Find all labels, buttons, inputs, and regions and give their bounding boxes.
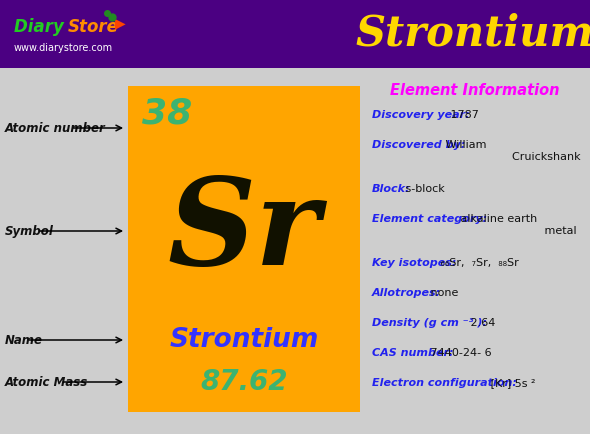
Text: Discovery year:: Discovery year:: [372, 110, 470, 120]
Text: Strontium: Strontium: [355, 12, 590, 54]
Text: 87.62: 87.62: [200, 368, 288, 396]
Text: 7440-24- 6: 7440-24- 6: [427, 348, 491, 358]
Text: Allotropes:: Allotropes:: [372, 288, 441, 298]
Text: Atomic Mass: Atomic Mass: [5, 375, 88, 388]
Text: Name: Name: [5, 333, 43, 346]
Text: Element Information: Element Information: [390, 83, 560, 98]
Text: Atomic number: Atomic number: [5, 122, 106, 135]
Text: 2.64: 2.64: [467, 318, 496, 328]
Text: alkaline earth
                         metal: alkaline earth metal: [457, 214, 576, 236]
Text: www.diarystore.com: www.diarystore.com: [14, 43, 113, 53]
Text: William
                    Cruickshank: William Cruickshank: [442, 140, 581, 161]
Text: Sr: Sr: [168, 172, 320, 290]
Text: Element category:: Element category:: [372, 214, 487, 224]
Bar: [0, 0, 590, 68]
Text: Key isotopes:: Key isotopes:: [372, 258, 457, 268]
Text: Density (g cm ⁻³ ):: Density (g cm ⁻³ ):: [372, 318, 487, 328]
Text: Discovered by:: Discovered by:: [372, 140, 466, 150]
Text: Block:: Block:: [372, 184, 411, 194]
Text: Symbol: Symbol: [5, 224, 54, 237]
Text: 38: 38: [142, 96, 192, 130]
Text: CAS number:: CAS number:: [372, 348, 454, 358]
Text: Strontium: Strontium: [169, 327, 319, 353]
Text: Electron configuration:: Electron configuration:: [372, 378, 517, 388]
Text: Store: Store: [68, 18, 119, 36]
Text: none: none: [427, 288, 458, 298]
Text: ₆₆Sr,  ₇Sr,  ₈₈Sr: ₆₆Sr, ₇Sr, ₈₈Sr: [437, 258, 519, 268]
Text: [Kr] 5s ²: [Kr] 5s ²: [487, 378, 536, 388]
Text: ▶: ▶: [115, 16, 126, 30]
Bar: [128, 86, 360, 412]
Text: 1787: 1787: [447, 110, 479, 120]
Text: s-block: s-block: [402, 184, 445, 194]
Text: Diary: Diary: [14, 18, 70, 36]
